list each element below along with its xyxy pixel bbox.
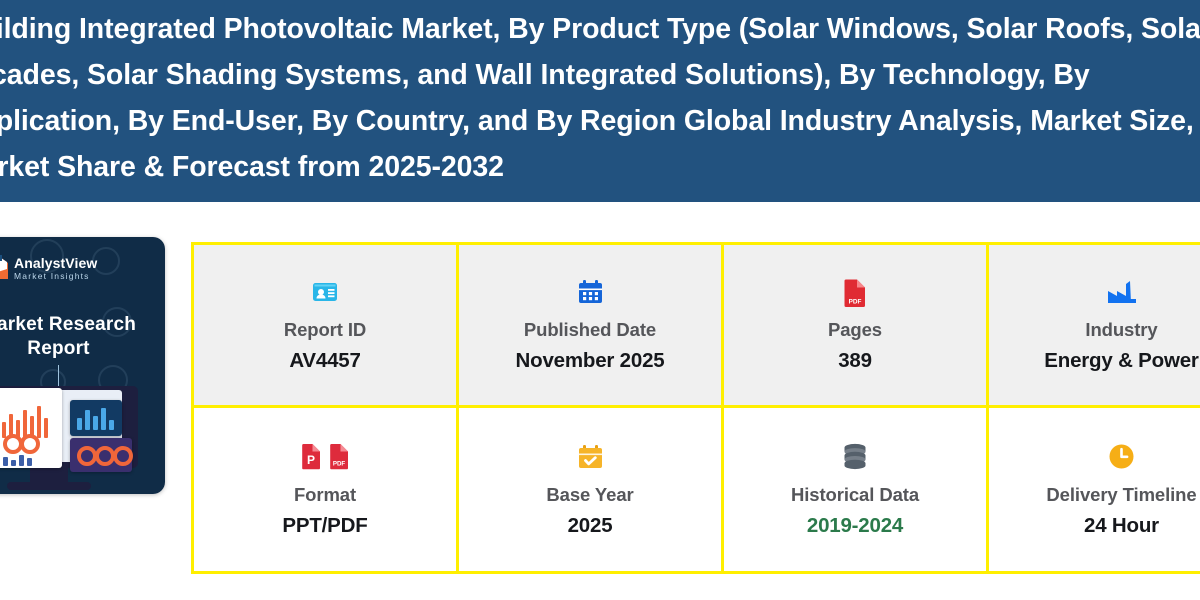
cover-divider xyxy=(58,365,59,387)
monitor-stand xyxy=(30,468,68,484)
factory-icon xyxy=(1107,275,1137,309)
report-meta-section: AnalystView Market Insights Market Resea… xyxy=(0,202,1200,600)
info-value: PPT/PDF xyxy=(282,513,368,537)
info-cell-base-year: Base Year 2025 xyxy=(459,408,724,571)
info-cell-pages: PDF Pages 389 xyxy=(724,245,989,408)
info-cell-industry: Industry Energy & Power xyxy=(989,245,1200,408)
ppt-file-icon: P xyxy=(301,444,320,470)
clock-icon xyxy=(1108,440,1135,474)
brand-name: AnalystView xyxy=(14,254,98,271)
logo-chart-icon xyxy=(0,255,8,281)
pdf-file-icon: PDF xyxy=(329,444,348,470)
info-label: Historical Data xyxy=(790,483,920,505)
info-label: Report ID xyxy=(283,319,367,341)
svg-text:P: P xyxy=(306,453,314,467)
calendar-check-icon xyxy=(577,440,604,474)
pdf-file-icon: PDF xyxy=(843,275,867,309)
info-cell-published-date: Published Date November 2025 xyxy=(459,245,724,408)
ppt-pdf-files-icon: P PDF xyxy=(301,440,350,474)
calendar-icon xyxy=(577,275,604,309)
chart-card-bottom-right xyxy=(70,438,133,472)
info-label: Delivery Timeline xyxy=(1046,483,1197,505)
chart-card-center xyxy=(0,388,62,468)
monitor-base xyxy=(7,482,91,490)
info-label: Base Year xyxy=(546,483,634,505)
info-cell-delivery-timeline: Delivery Timeline 24 Hour xyxy=(989,408,1200,571)
info-value: 24 Hour xyxy=(1084,513,1159,537)
info-value: 2025 xyxy=(567,513,613,537)
info-label: Industry xyxy=(1085,319,1158,341)
info-value: Energy & Power xyxy=(1044,349,1199,373)
info-label: Format xyxy=(293,483,357,505)
info-label: Published Date xyxy=(523,319,657,341)
report-info-grid: Report ID AV4457 xyxy=(191,242,1200,574)
page-title: Building Integrated Photovoltaic Market,… xyxy=(0,13,1200,183)
info-label: Pages xyxy=(827,319,882,341)
info-value: 389 xyxy=(838,349,872,373)
database-icon xyxy=(842,440,868,474)
cover-heading: Market Research Report xyxy=(0,314,137,359)
report-cover-thumbnail[interactable]: AnalystView Market Insights Market Resea… xyxy=(0,237,165,494)
cover-illustration xyxy=(0,378,165,494)
report-cover-art: AnalystView Market Insights Market Resea… xyxy=(0,237,165,494)
info-cell-report-id: Report ID AV4457 xyxy=(194,245,459,408)
logo-wordmark: AnalystView Market Insights xyxy=(14,256,97,281)
brand-tagline: Market Insights xyxy=(14,270,90,281)
page-header-band: Building Integrated Photovoltaic Market,… xyxy=(0,0,1200,202)
info-cell-format: P PDF Format PPT/PDF xyxy=(194,408,459,571)
chart-card-top-right xyxy=(70,400,122,436)
info-value: 2019-2024 xyxy=(806,513,904,537)
info-value: AV4457 xyxy=(289,349,361,373)
info-cell-historical-data: Historical Data 2019-2024 xyxy=(724,408,989,571)
id-card-icon xyxy=(311,275,339,309)
svg-text:PDF: PDF xyxy=(849,298,862,305)
analystview-logo: AnalystView Market Insights xyxy=(0,255,97,281)
info-value: November 2025 xyxy=(515,349,665,373)
svg-text:PDF: PDF xyxy=(332,461,345,468)
